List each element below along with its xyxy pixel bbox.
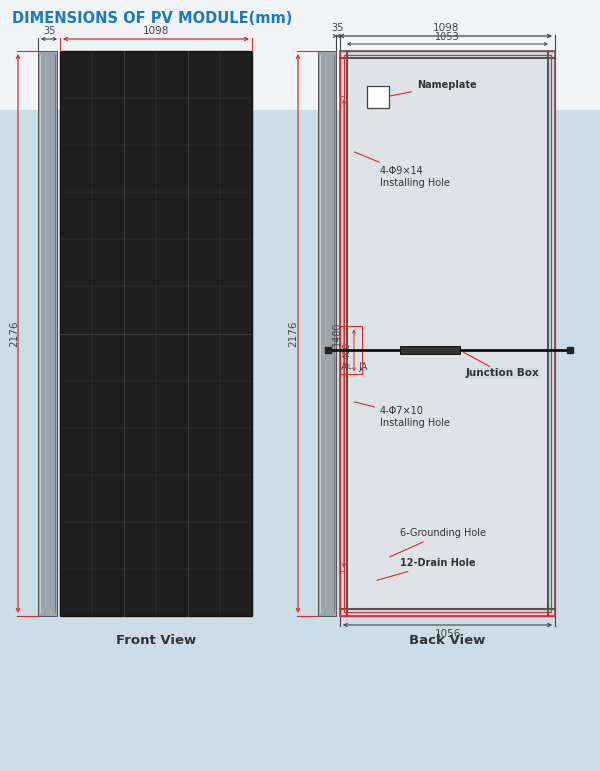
Text: Front View: Front View (116, 634, 196, 647)
Text: L: L (347, 365, 351, 370)
Text: 6-Grounding Hole: 6-Grounding Hole (390, 528, 486, 557)
Text: JA: JA (358, 362, 367, 372)
Text: 4-Φ7×10
Installing Hole: 4-Φ7×10 Installing Hole (355, 402, 450, 428)
Bar (340, 51, 555, 616)
Text: Nameplate: Nameplate (388, 80, 476, 96)
Text: 12-Drain Hole: 12-Drain Hole (377, 558, 476, 581)
Bar (340, 51, 555, 616)
Bar (344, 55, 551, 612)
Text: 4-Φ9×14
Installing Hole: 4-Φ9×14 Installing Hole (355, 152, 450, 187)
Text: DIMENSIONS OF PV MODULE(mm): DIMENSIONS OF PV MODULE(mm) (12, 11, 292, 26)
Bar (318, 51, 336, 616)
Text: 400: 400 (343, 342, 352, 359)
Bar (0, 0, 600, 110)
Text: Back View: Back View (409, 634, 485, 647)
Text: 1098: 1098 (143, 26, 169, 36)
Bar (367, 86, 389, 108)
Text: 35: 35 (43, 26, 55, 36)
Bar (60, 51, 252, 616)
Bar (340, 326, 361, 375)
Text: 2176: 2176 (288, 320, 298, 347)
Bar (0, 110, 600, 771)
Text: 1400: 1400 (332, 322, 342, 345)
Text: 1056: 1056 (434, 629, 461, 639)
Text: A: A (341, 362, 347, 372)
Text: 2176: 2176 (9, 320, 19, 347)
Text: 1053: 1053 (435, 32, 460, 42)
Bar (347, 58, 548, 609)
Text: 35: 35 (332, 23, 344, 33)
Text: 1098: 1098 (433, 23, 458, 33)
Bar (38, 51, 57, 616)
Bar (400, 346, 460, 355)
Text: Junction Box: Junction Box (463, 352, 539, 379)
